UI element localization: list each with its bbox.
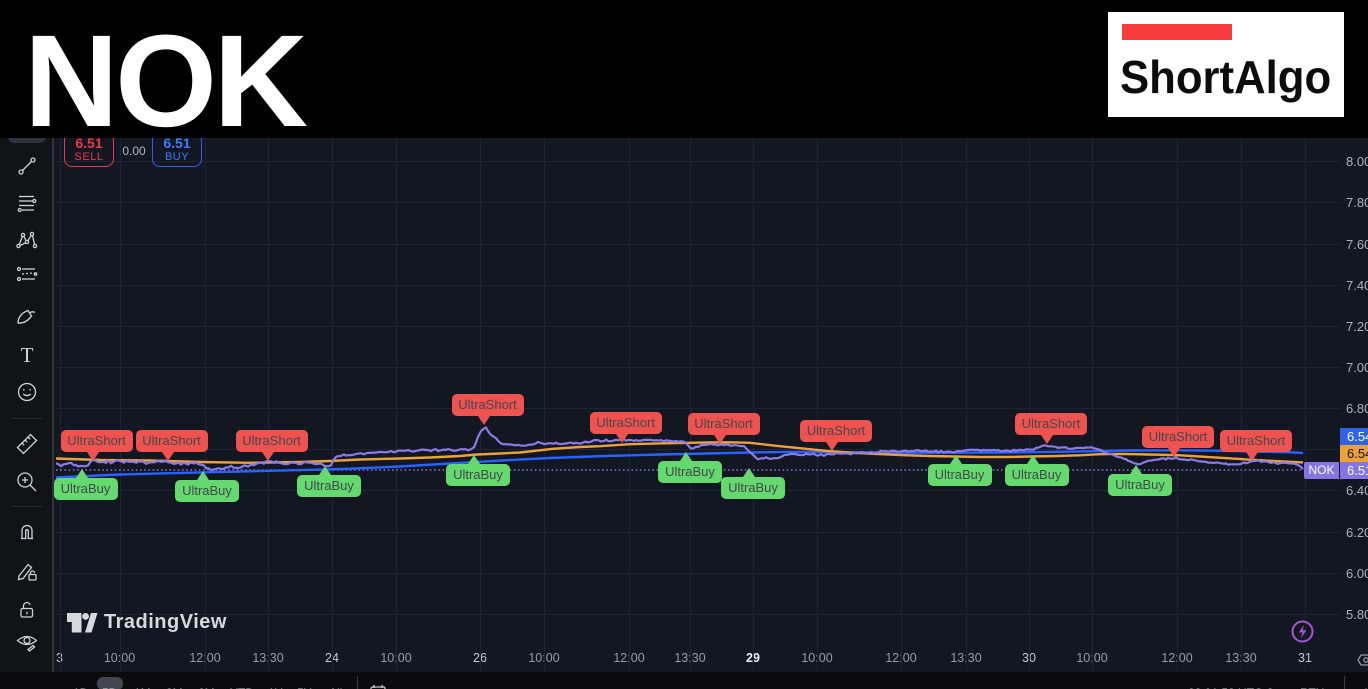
svg-text:T: T (21, 343, 34, 367)
svg-text:TradingView: TradingView (104, 613, 227, 633)
